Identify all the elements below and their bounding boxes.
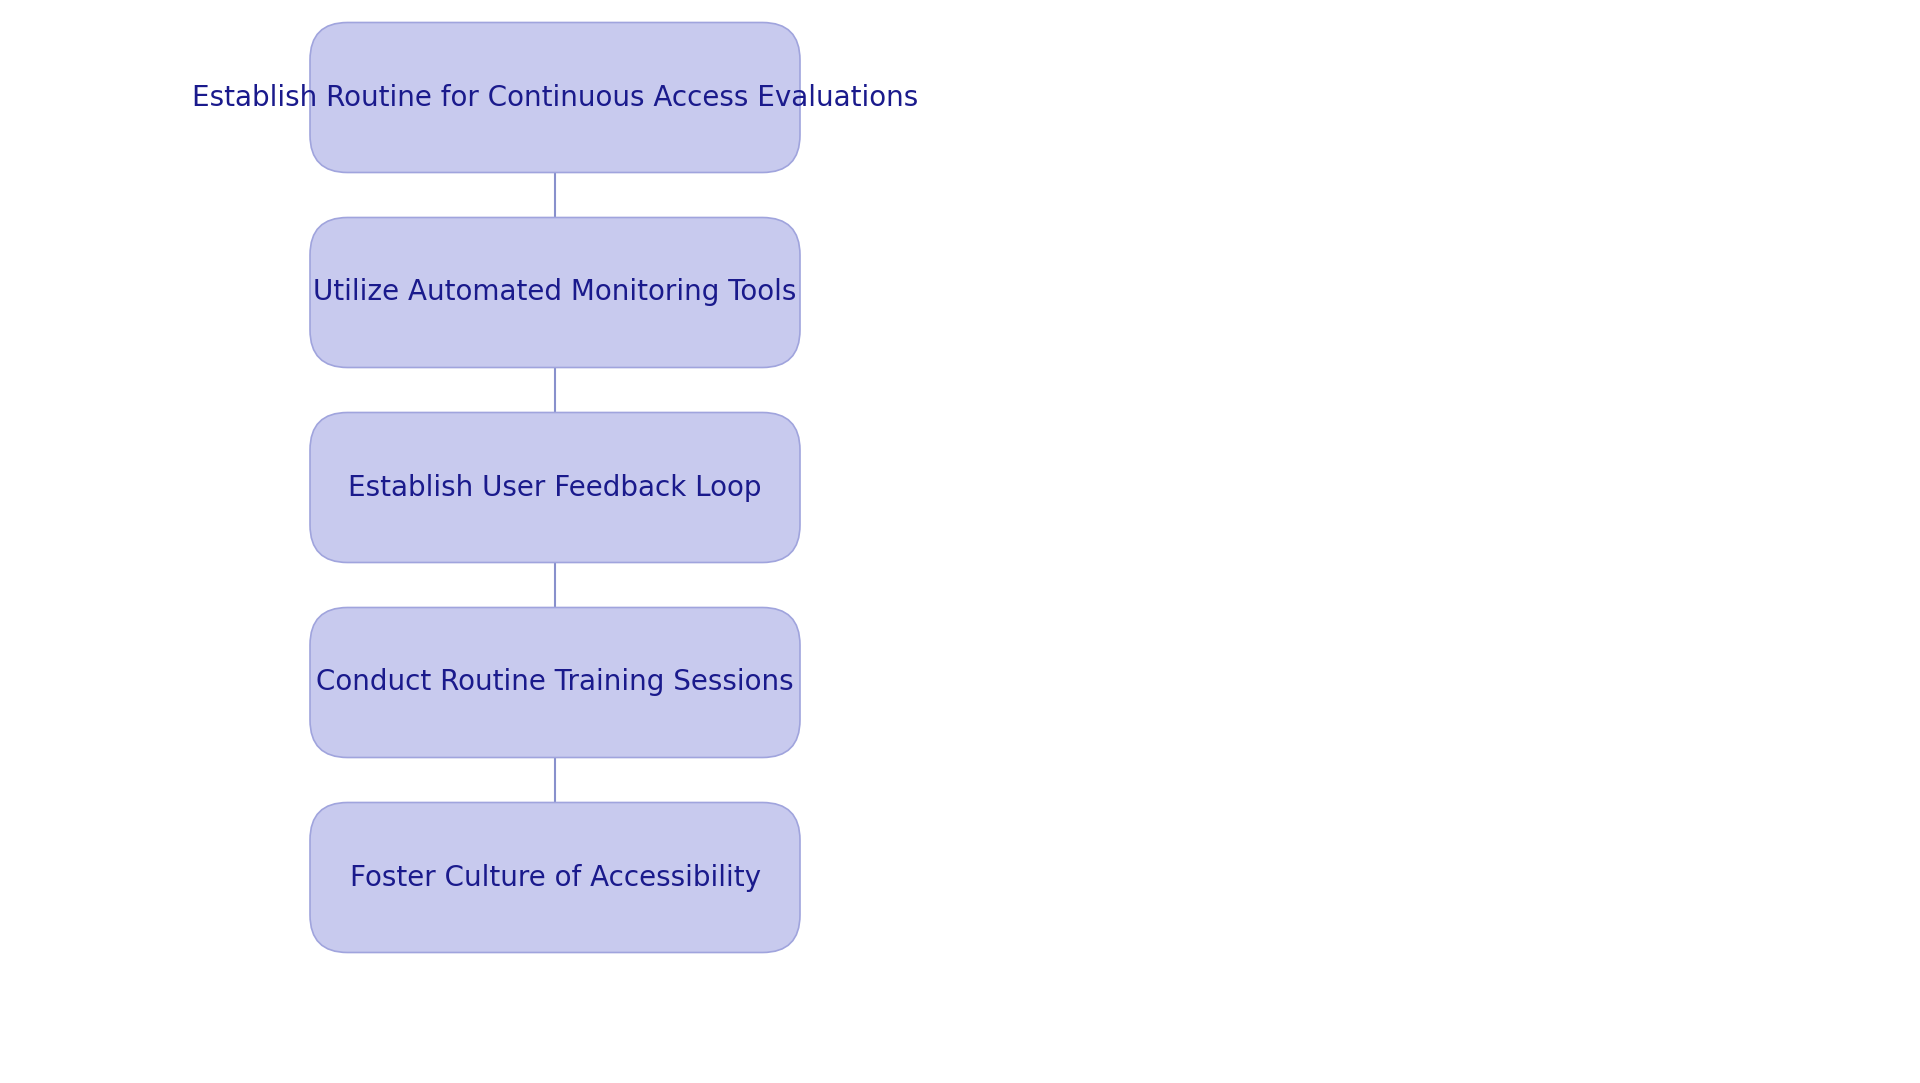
FancyBboxPatch shape — [309, 23, 801, 172]
FancyBboxPatch shape — [309, 803, 801, 953]
FancyBboxPatch shape — [309, 608, 801, 757]
Text: Establish User Feedback Loop: Establish User Feedback Loop — [348, 473, 762, 501]
FancyBboxPatch shape — [309, 413, 801, 562]
Text: Utilize Automated Monitoring Tools: Utilize Automated Monitoring Tools — [313, 278, 797, 306]
Text: Conduct Routine Training Sessions: Conduct Routine Training Sessions — [317, 668, 793, 696]
FancyBboxPatch shape — [309, 218, 801, 367]
Text: Foster Culture of Accessibility: Foster Culture of Accessibility — [349, 863, 760, 891]
Text: Establish Routine for Continuous Access Evaluations: Establish Routine for Continuous Access … — [192, 83, 918, 112]
